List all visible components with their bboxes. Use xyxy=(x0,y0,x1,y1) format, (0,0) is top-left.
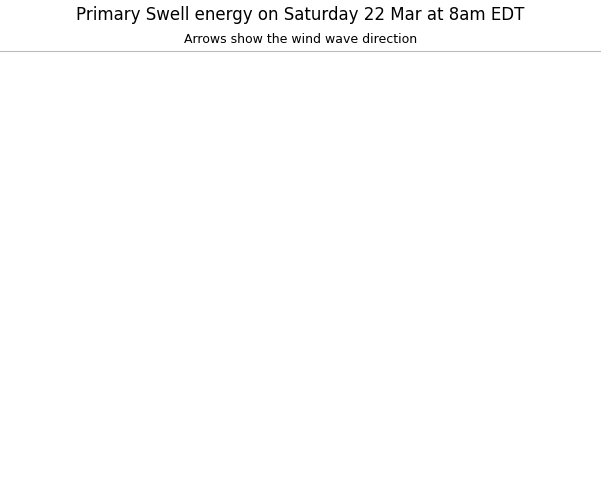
Text: Primary Swell energy on Saturday 22 Mar at 8am EDT: Primary Swell energy on Saturday 22 Mar … xyxy=(76,6,525,24)
Text: Error: No module named 'cartopy': Error: No module named 'cartopy' xyxy=(206,264,395,274)
Text: Arrows show the wind wave direction: Arrows show the wind wave direction xyxy=(184,34,417,46)
